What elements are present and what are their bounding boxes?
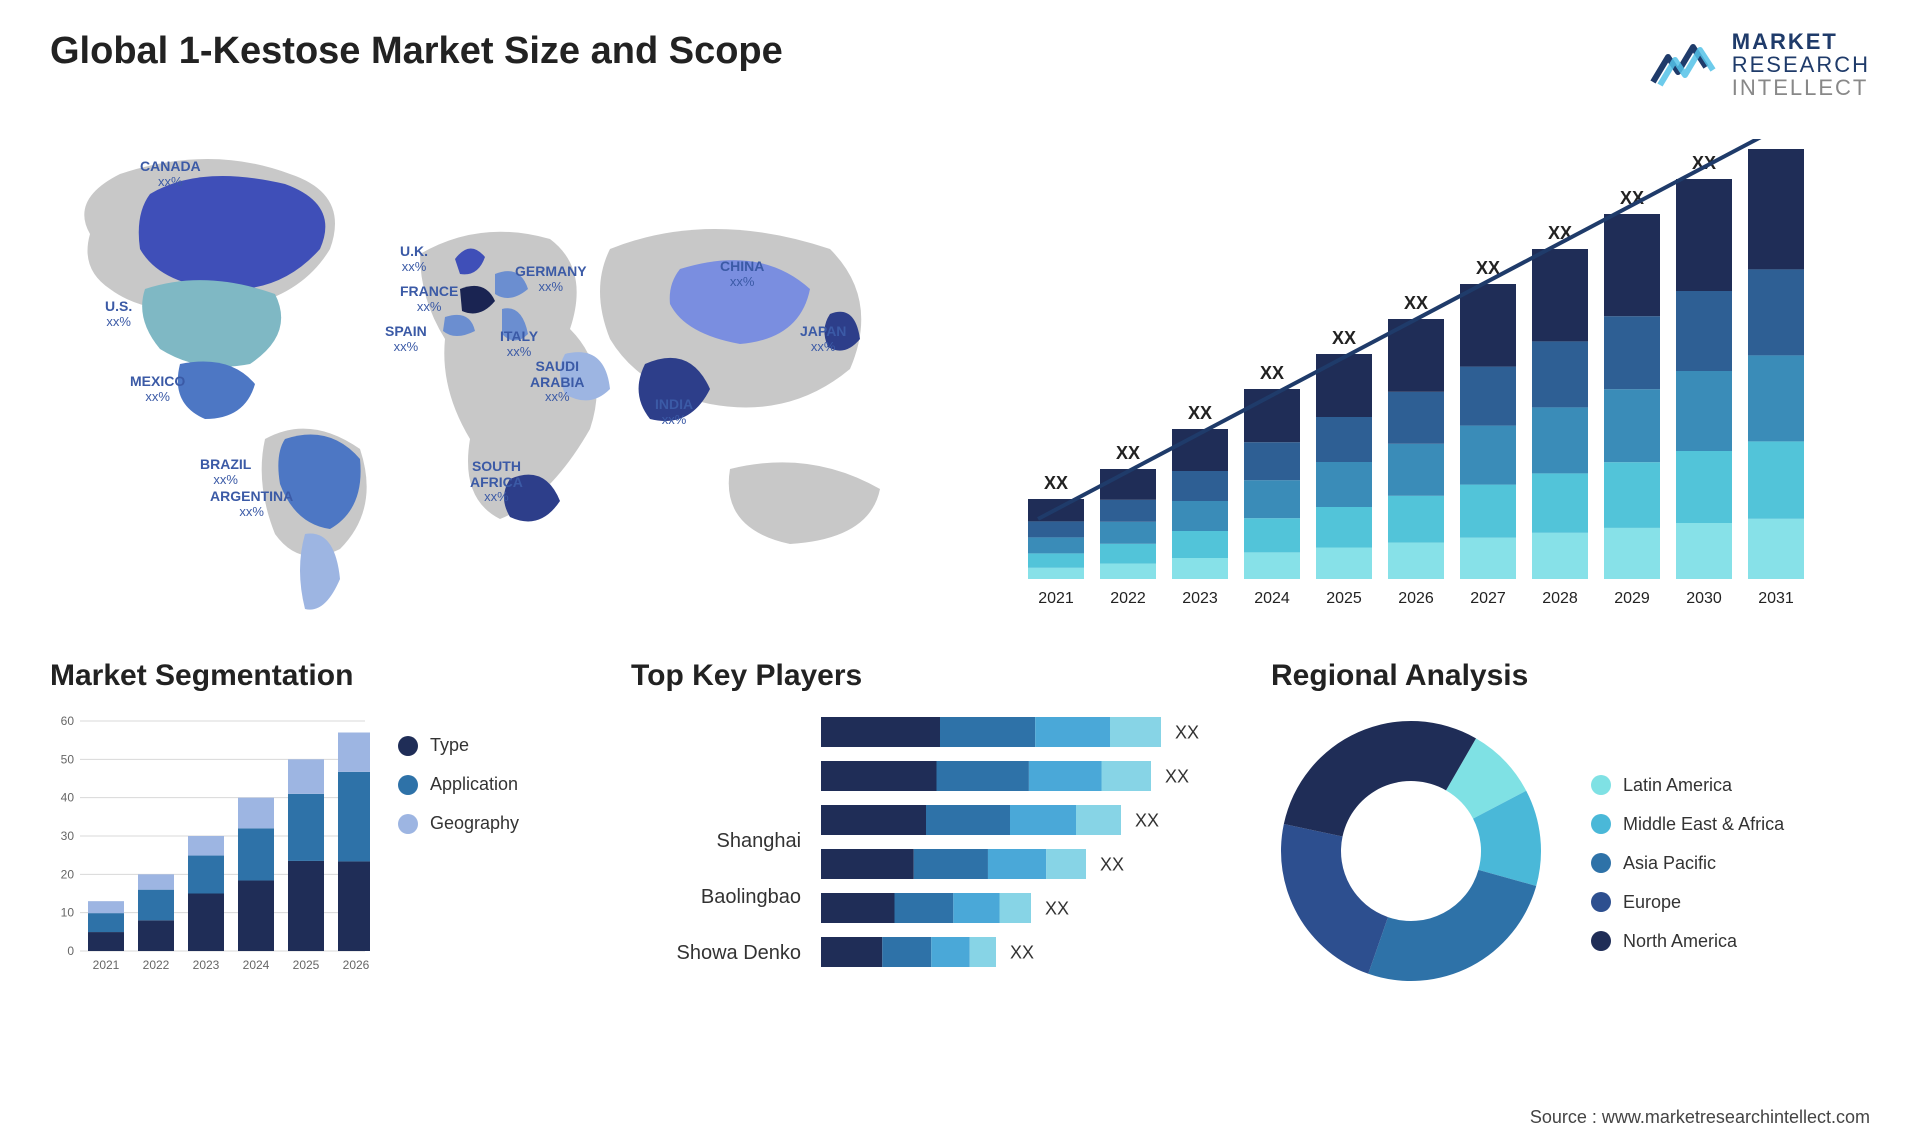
donut-chart-svg	[1271, 711, 1551, 991]
svg-text:XX: XX	[1010, 943, 1034, 963]
players-labels: Shanghai Baolingbao Showa Denko	[631, 711, 801, 981]
map-label-brazil: BRAZILxx%	[200, 457, 251, 487]
legend-item: Type	[398, 735, 519, 756]
map-label-us: U.S.xx%	[105, 299, 132, 329]
regional-legend: Latin America Middle East & Africa Asia Pa…	[1591, 751, 1784, 952]
svg-text:2028: 2028	[1542, 590, 1578, 607]
svg-text:XX: XX	[1135, 811, 1159, 831]
growth-chart: XX 2021 XX 2022 XX 2023 XX 2024 XX 2025 XX 2026 XX 20…	[1010, 139, 1830, 619]
legend-item: Geography	[398, 813, 519, 834]
svg-text:XX: XX	[1175, 723, 1199, 743]
legend-item: North America	[1591, 931, 1784, 952]
brand-logo: MARKET RESEARCH INTELLECT	[1648, 30, 1870, 99]
legend-item: Application	[398, 774, 519, 795]
world-map: CANADAxx% U.S.xx% MEXICOxx% BRAZILxx%ARGENT…	[50, 139, 950, 619]
svg-text:2023: 2023	[193, 958, 220, 972]
svg-text:XX: XX	[1045, 899, 1069, 919]
svg-text:2030: 2030	[1686, 590, 1722, 607]
map-label-japan: JAPANxx%	[800, 324, 846, 354]
svg-text:0: 0	[67, 944, 74, 958]
player-label: Showa Denko	[676, 931, 801, 975]
svg-text:50: 50	[61, 753, 75, 767]
legend-item: Latin America	[1591, 775, 1784, 796]
players-block: Top Key Players Shanghai Baolingbao Showa …	[631, 659, 1231, 991]
svg-text:2026: 2026	[343, 958, 370, 972]
player-label: Shanghai	[716, 819, 801, 863]
logo-text-3: INTELLECT	[1732, 76, 1870, 99]
svg-text:XX: XX	[1165, 767, 1189, 787]
segmentation-title: Market Segmentation	[50, 659, 591, 693]
svg-text:2025: 2025	[1326, 590, 1362, 607]
regional-block: Regional Analysis Latin America Middle Ea…	[1271, 659, 1870, 991]
map-label-germany: GERMANYxx%	[515, 264, 587, 294]
logo-icon	[1648, 37, 1718, 92]
svg-text:XX: XX	[1116, 443, 1140, 463]
svg-text:XX: XX	[1260, 363, 1284, 383]
svg-text:2029: 2029	[1614, 590, 1650, 607]
svg-text:2021: 2021	[93, 958, 120, 972]
logo-text-2: RESEARCH	[1732, 53, 1870, 76]
map-label-south_africa: SOUTHAFRICAxx%	[470, 459, 523, 504]
svg-text:XX: XX	[1764, 139, 1788, 143]
svg-text:2023: 2023	[1182, 590, 1218, 607]
svg-text:2025: 2025	[293, 958, 320, 972]
map-label-canada: CANADAxx%	[140, 159, 201, 189]
svg-text:2026: 2026	[1398, 590, 1434, 607]
svg-text:XX: XX	[1044, 473, 1068, 493]
svg-text:2031: 2031	[1758, 590, 1794, 607]
svg-text:2024: 2024	[243, 958, 270, 972]
players-title: Top Key Players	[631, 659, 1231, 693]
legend-item: Europe	[1591, 892, 1784, 913]
legend-item: Middle East & Africa	[1591, 814, 1784, 835]
source-text: Source : www.marketresearchintellect.com	[1530, 1107, 1870, 1128]
svg-text:2022: 2022	[1110, 590, 1146, 607]
legend-item: Asia Pacific	[1591, 853, 1784, 874]
svg-text:40: 40	[61, 791, 75, 805]
page-title: Global 1-Kestose Market Size and Scope	[50, 30, 783, 73]
player-label: Baolingbao	[701, 875, 801, 919]
svg-text:30: 30	[61, 829, 75, 843]
svg-text:2027: 2027	[1470, 590, 1506, 607]
svg-text:10: 10	[61, 906, 75, 920]
map-label-india: INDIAxx%	[655, 397, 693, 427]
map-label-china: CHINAxx%	[720, 259, 764, 289]
svg-text:2022: 2022	[143, 958, 170, 972]
map-label-uk: U.K.xx%	[400, 244, 428, 274]
svg-text:2021: 2021	[1038, 590, 1074, 607]
svg-text:XX: XX	[1188, 403, 1212, 423]
logo-text-1: MARKET	[1732, 30, 1870, 53]
svg-text:60: 60	[61, 714, 75, 728]
regional-title: Regional Analysis	[1271, 659, 1870, 693]
map-label-france: FRANCExx%	[400, 284, 458, 314]
svg-text:XX: XX	[1100, 855, 1124, 875]
map-label-mexico: MEXICOxx%	[130, 374, 185, 404]
map-label-saudi: SAUDIARABIAxx%	[530, 359, 584, 404]
map-label-italy: ITALYxx%	[500, 329, 538, 359]
svg-text:XX: XX	[1332, 328, 1356, 348]
segmentation-chart-svg: 0 10 20 30 40 50 60 2021 2022 2023 2024 2025 2026	[50, 711, 370, 981]
players-chart-svg: XX XX XX XX XX XX	[821, 711, 1231, 981]
map-label-spain: SPAINxx%	[385, 324, 427, 354]
svg-text:20: 20	[61, 868, 75, 882]
svg-text:2024: 2024	[1254, 590, 1290, 607]
segmentation-block: Market Segmentation 0 10 20 30 40 50 60 2021 202…	[50, 659, 591, 991]
growth-chart-svg: XX 2021 XX 2022 XX 2023 XX 2024 XX 2025 XX 2026 XX 20…	[1010, 139, 1830, 619]
map-label-argentina: ARGENTINAxx%	[210, 489, 293, 519]
segmentation-legend: Type Application Geography	[398, 711, 519, 981]
svg-text:XX: XX	[1404, 293, 1428, 313]
